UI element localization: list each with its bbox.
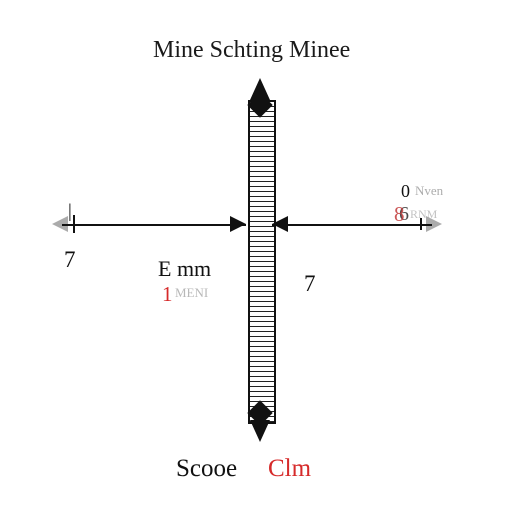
label-one-red: 1 (162, 284, 173, 305)
x-axis-arrow-to-center-left (230, 216, 246, 232)
label-e-mm: E mm (158, 258, 211, 280)
label-scooe: Scooe (176, 456, 237, 481)
diagram-canvas: Mine Schting Minee 7 | E mm 1 MENI 7 0 N… (0, 0, 512, 512)
label-center-seven: 7 (304, 272, 316, 295)
label-right-rnm: RNM (410, 208, 437, 220)
label-right-zero: 0 (401, 182, 410, 200)
label-clm: Clm (268, 456, 311, 481)
label-right-eight: 8 (394, 204, 405, 225)
x-axis-tick-left (73, 215, 75, 233)
diagram-title: Mine Schting Minee (153, 38, 350, 62)
x-axis-end-left (52, 216, 68, 232)
x-axis-left (62, 224, 246, 226)
label-meni: MENI (175, 286, 208, 299)
label-left-seven: 7 (64, 248, 76, 271)
label-left-bar: | (68, 202, 72, 221)
y-axis-ruler (248, 100, 276, 424)
label-right-nven: Nven (415, 184, 443, 197)
